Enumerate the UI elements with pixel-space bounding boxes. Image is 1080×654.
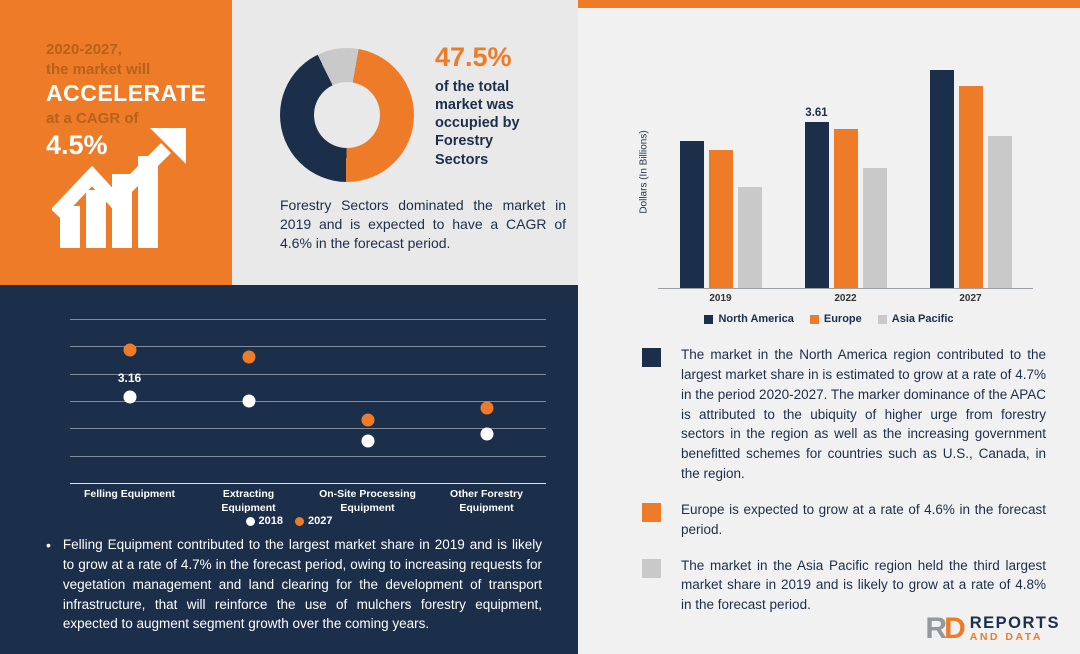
bar-chart-ylabel: Dollars (In Billions) — [638, 130, 650, 214]
bullet-marker: • — [46, 537, 51, 553]
bar — [958, 85, 983, 288]
donut-hole — [314, 82, 380, 148]
category-label: 2022 — [834, 293, 857, 304]
bar-group: 3.61 — [783, 58, 908, 288]
legend-marker — [877, 314, 887, 324]
gridline — [70, 428, 546, 430]
logo-anddata-label: AND DATA — [969, 631, 1044, 644]
region-panel: Dollars (In Billions) 3.61 2019 2022 2027 … — [578, 0, 1080, 654]
logo-reports-label: REPORTS — [969, 613, 1060, 632]
category-label: 2027 — [959, 293, 982, 304]
bar — [833, 129, 858, 288]
growth-arrow-icon — [52, 128, 186, 248]
gridline — [70, 373, 546, 375]
bullet-text: The market in the Asia Pacific region he… — [681, 557, 1046, 613]
donut-paragraph: Forestry Sectors dominated the market in… — [280, 197, 566, 251]
category-label: 2019 — [709, 293, 732, 304]
bar-chart: 3.61 — [658, 58, 1033, 289]
donut-stat-value: 47.5% — [435, 42, 512, 72]
donut-stat-caption: of the total market was occupied by Fore… — [435, 79, 520, 168]
category-label: Other Forestry Equipment — [450, 488, 523, 514]
bar — [987, 136, 1012, 288]
data-point — [123, 390, 136, 404]
cagr-text-block: 2020-2027, the market will ACCELERATE at… — [46, 40, 206, 163]
region-bullets: The market in the North America region c… — [642, 345, 1046, 631]
bullet-item: The market in the North America region c… — [642, 345, 1046, 484]
cagr-period: 2020-2027, — [46, 41, 122, 58]
category-label: Extracting Equipment — [221, 488, 276, 514]
legend-label: Europe — [823, 313, 862, 325]
logo-letter-d: D — [944, 612, 966, 645]
bar-group — [658, 58, 783, 288]
bar-chart-legend: North America Europe Asia Pacific — [578, 313, 1080, 325]
dot-plot-categories: Felling Equipment Extracting Equipment On-… — [70, 488, 546, 515]
bullet-marker — [642, 502, 661, 522]
logo-letter-r: R — [925, 612, 947, 645]
legend-marker — [245, 516, 255, 526]
data-label: 3.61 — [805, 106, 828, 119]
bar: 3.61 — [804, 107, 829, 288]
category-label: Felling Equipment — [84, 488, 175, 500]
bar — [862, 168, 887, 288]
legend-item: North America — [704, 313, 794, 325]
legend-item: 2018 — [245, 515, 283, 527]
bullet-text: Europe is expected to grow at a rate of … — [681, 501, 1046, 537]
legend-label: 2027 — [308, 515, 333, 527]
legend-label: Asia Pacific — [891, 313, 954, 325]
cagr-line4: at a CAGR of — [46, 109, 139, 127]
bar-group — [908, 58, 1033, 288]
donut-stat-block: 47.5% of the total market was occupied b… — [435, 42, 555, 169]
gridline — [70, 455, 546, 457]
logo-text: REPORTS AND DATA — [969, 613, 1060, 644]
bullet-marker — [642, 558, 661, 578]
cagr-panel: 2020-2027, the market will ACCELERATE at… — [0, 0, 232, 285]
reports-and-data-logo: RD REPORTS AND DATA — [925, 614, 1060, 644]
donut-panel: 47.5% of the total market was occupied b… — [232, 0, 578, 285]
legend-marker — [295, 516, 304, 526]
segment-bullet: • Felling Equipment contributed to the l… — [46, 535, 542, 634]
accent-strip — [578, 0, 1080, 8]
dot-plot-legend: 2018 2027 — [0, 515, 578, 527]
legend-marker — [809, 314, 819, 324]
data-label: 3.16 — [117, 370, 142, 385]
gridline — [70, 401, 546, 402]
cagr-headline: ACCELERATE — [46, 80, 207, 106]
bar — [737, 186, 762, 288]
data-point — [242, 350, 255, 364]
bullet-marker — [642, 348, 661, 367]
legend-label: 2018 — [258, 515, 283, 527]
bar-chart-categories: 2019 2022 2027 — [658, 293, 1033, 304]
gridline — [70, 319, 546, 320]
data-point — [123, 343, 136, 357]
logo-monogram: RD — [925, 612, 966, 645]
bar — [929, 69, 954, 288]
bullet-item: Europe is expected to grow at a rate of … — [642, 500, 1046, 540]
legend-item: 2027 — [295, 515, 332, 527]
category-label: On-Site Processing Equipment — [319, 488, 416, 514]
cagr-line2: the market will — [46, 60, 151, 78]
data-point — [361, 434, 374, 448]
legend-marker — [704, 314, 714, 324]
bullet-text: Felling Equipment contributed to the lar… — [62, 537, 542, 632]
dot-plot: 3.16 — [70, 319, 546, 484]
data-point — [361, 413, 374, 427]
gridline — [70, 346, 546, 348]
bar — [708, 150, 733, 288]
data-point — [242, 394, 255, 408]
bullet-item: The market in the Asia Pacific region he… — [642, 556, 1046, 616]
bar — [679, 140, 704, 288]
segment-panel: 3.16 Felling Equipment Extracting Equipme… — [0, 285, 578, 654]
legend-item: Europe — [809, 313, 862, 325]
data-point — [480, 401, 493, 415]
bullet-text: The market in the North America region c… — [681, 347, 1046, 482]
legend-label: North America — [718, 313, 794, 325]
legend-item: Asia Pacific — [877, 313, 954, 325]
data-point — [480, 427, 493, 441]
cagr-value: 4.5% — [46, 130, 108, 161]
donut-chart — [280, 48, 414, 182]
